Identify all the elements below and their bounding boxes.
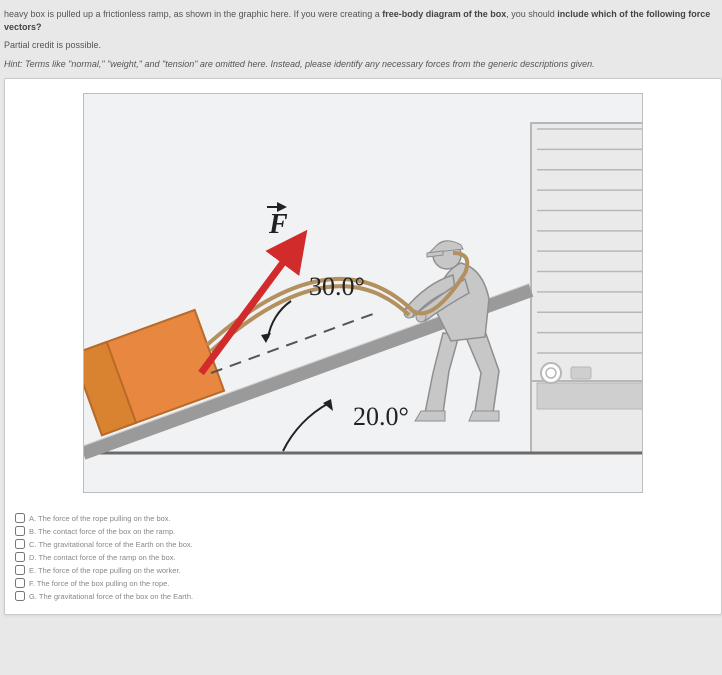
svg-text:F: F — [268, 209, 288, 240]
option-checkbox[interactable] — [15, 591, 25, 601]
q-prefix: heavy box is pulled up a frictionless ra… — [4, 9, 382, 19]
option-text: C. The gravitational force of the Earth … — [29, 540, 193, 549]
option-text: B. The contact force of the box on the r… — [29, 527, 175, 536]
option-text: D. The contact force of the ramp on the … — [29, 553, 176, 562]
option-row[interactable]: C. The gravitational force of the Earth … — [15, 539, 711, 549]
option-row[interactable]: E. The force of the rope pulling on the … — [15, 565, 711, 575]
option-text: E. The force of the rope pulling on the … — [29, 566, 181, 575]
option-checkbox[interactable] — [15, 565, 25, 575]
option-checkbox[interactable] — [15, 526, 25, 536]
option-checkbox[interactable] — [15, 513, 25, 523]
option-row[interactable]: B. The contact force of the box on the r… — [15, 526, 711, 536]
option-checkbox[interactable] — [15, 552, 25, 562]
option-text: G. The gravitational force of the box on… — [29, 592, 193, 601]
option-row[interactable]: G. The gravitational force of the box on… — [15, 591, 711, 601]
option-row[interactable]: D. The contact force of the ramp on the … — [15, 552, 711, 562]
option-text: F. The force of the box pulling on the r… — [29, 579, 169, 588]
diagram-wrap: F 30.0° 20.0° — [83, 93, 643, 495]
option-row[interactable]: F. The force of the box pulling on the r… — [15, 578, 711, 588]
partial-credit: Partial credit is possible. — [4, 39, 722, 52]
option-checkbox[interactable] — [15, 578, 25, 588]
option-text: A. The force of the rope pulling on the … — [29, 514, 171, 523]
option-row[interactable]: A. The force of the rope pulling on the … — [15, 513, 711, 523]
option-checkbox[interactable] — [15, 539, 25, 549]
q-mid: , you should — [506, 9, 557, 19]
svg-text:30.0°: 30.0° — [309, 272, 365, 301]
svg-text:20.0°: 20.0° — [353, 402, 409, 431]
options-list: A. The force of the rope pulling on the … — [15, 513, 711, 601]
content-card: F 30.0° 20.0° A. The force of the rope pul… — [4, 78, 722, 615]
hint: Hint: Terms like "normal," "weight," and… — [4, 58, 722, 71]
question-prompt: heavy box is pulled up a frictionless ra… — [4, 8, 722, 33]
physics-diagram: F 30.0° 20.0° — [83, 93, 643, 493]
q-bold1: free-body diagram of the box — [382, 9, 506, 19]
